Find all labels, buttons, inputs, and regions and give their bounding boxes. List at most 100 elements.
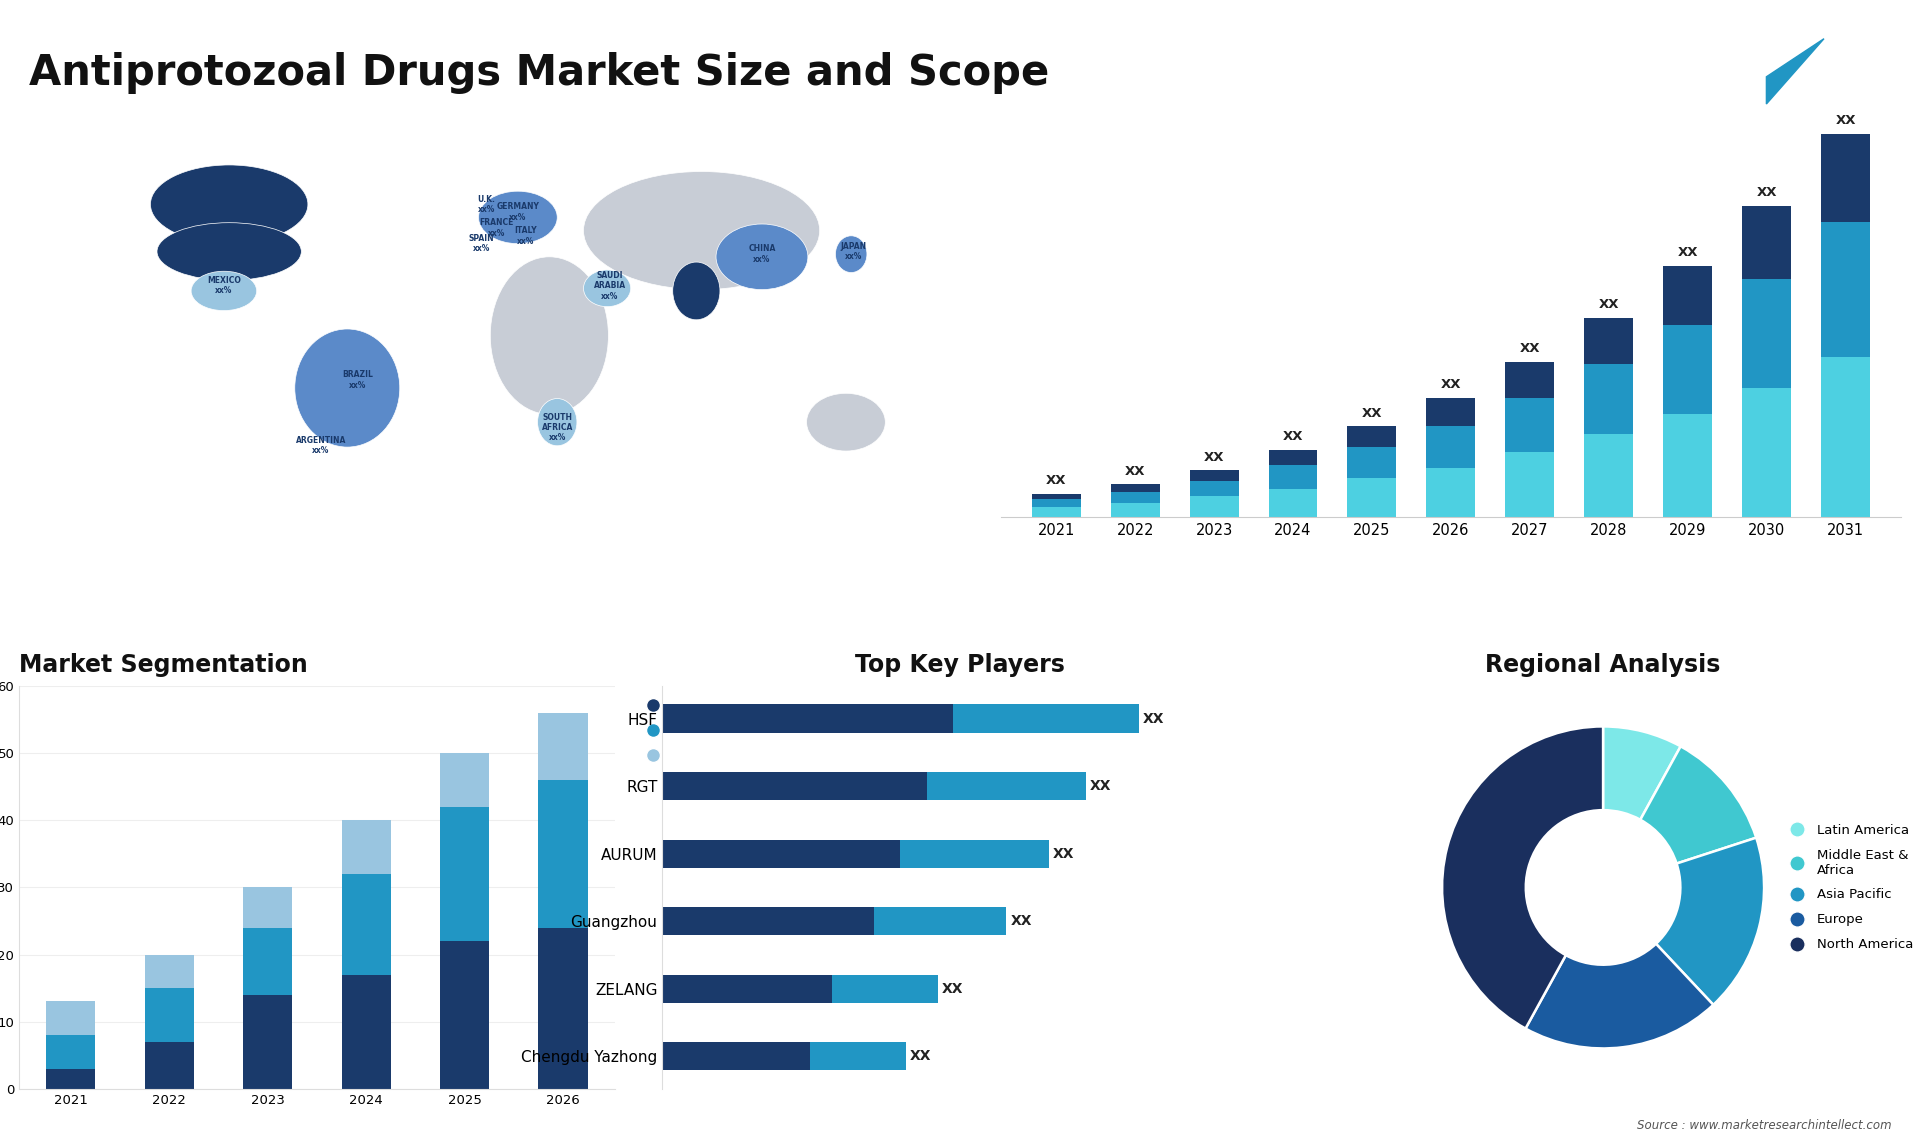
Ellipse shape: [478, 191, 557, 244]
Bar: [1269, 488, 1317, 517]
Text: RESEARCH: RESEARCH: [1839, 64, 1891, 72]
Bar: [144, 988, 194, 1042]
Bar: [1663, 325, 1713, 414]
Bar: [1427, 468, 1475, 517]
Bar: [46, 1068, 96, 1089]
Bar: [538, 780, 588, 928]
Ellipse shape: [296, 329, 399, 447]
Text: XX: XX: [1361, 407, 1382, 419]
Polygon shape: [1636, 39, 1766, 104]
Text: Market Segmentation: Market Segmentation: [19, 653, 307, 677]
Bar: [244, 928, 292, 995]
Wedge shape: [1442, 727, 1603, 1028]
Bar: [1190, 496, 1238, 517]
Bar: [1663, 266, 1713, 325]
Wedge shape: [1640, 746, 1757, 864]
Title: Regional Analysis: Regional Analysis: [1486, 653, 1720, 677]
Ellipse shape: [584, 270, 632, 307]
Bar: [1820, 134, 1870, 222]
Bar: [440, 807, 490, 941]
Bar: [662, 772, 927, 800]
Text: XX: XX: [1125, 464, 1146, 478]
Ellipse shape: [806, 393, 885, 452]
Bar: [1505, 398, 1555, 453]
Text: Source : www.marketresearchintellect.com: Source : www.marketresearchintellect.com: [1636, 1120, 1891, 1132]
Text: BRAZIL
xx%: BRAZIL xx%: [342, 370, 372, 390]
Bar: [1348, 447, 1396, 478]
Bar: [1110, 485, 1160, 493]
Text: XX: XX: [1204, 450, 1225, 464]
Legend: Latin America, Middle East &
Africa, Asia Pacific, Europe, North America: Latin America, Middle East & Africa, Asi…: [1778, 818, 1918, 957]
Text: XX: XX: [941, 982, 964, 996]
Text: CANADA
xx%: CANADA xx%: [211, 173, 248, 193]
Text: ARGENTINA
xx%: ARGENTINA xx%: [296, 437, 346, 455]
Text: U.S.
xx%: U.S. xx%: [221, 229, 238, 249]
Bar: [927, 772, 1085, 800]
Bar: [1427, 398, 1475, 426]
Wedge shape: [1526, 944, 1713, 1049]
Text: XX: XX: [1757, 187, 1776, 199]
Bar: [1269, 449, 1317, 465]
Bar: [46, 1002, 96, 1035]
Ellipse shape: [490, 257, 609, 415]
Text: XX: XX: [1046, 474, 1066, 487]
Bar: [1190, 471, 1238, 481]
Bar: [538, 928, 588, 1089]
Wedge shape: [1655, 838, 1764, 1005]
Bar: [1190, 481, 1238, 496]
Ellipse shape: [672, 262, 720, 320]
Bar: [662, 840, 900, 868]
Text: XX: XX: [1010, 915, 1033, 928]
Bar: [1584, 364, 1634, 434]
Bar: [144, 955, 194, 988]
Bar: [1820, 222, 1870, 356]
Text: XX: XX: [1836, 113, 1857, 127]
Text: SOUTH
AFRICA
xx%: SOUTH AFRICA xx%: [541, 413, 572, 442]
Bar: [440, 941, 490, 1089]
Bar: [1584, 317, 1634, 364]
Text: XX: XX: [1678, 246, 1697, 259]
Wedge shape: [1603, 727, 1680, 819]
Text: XX: XX: [1142, 712, 1164, 725]
Text: INDIA
xx%: INDIA xx%: [687, 281, 710, 300]
Text: XX: XX: [1440, 378, 1461, 391]
Bar: [662, 705, 954, 732]
Bar: [874, 906, 1006, 935]
Bar: [954, 705, 1139, 732]
Bar: [1741, 206, 1791, 278]
Text: SPAIN
xx%: SPAIN xx%: [468, 234, 493, 253]
Bar: [342, 874, 392, 974]
Text: JAPAN
xx%: JAPAN xx%: [841, 242, 866, 261]
Text: CHINA
xx%: CHINA xx%: [749, 244, 776, 264]
Bar: [1031, 499, 1081, 507]
Bar: [1348, 478, 1396, 517]
Bar: [1348, 426, 1396, 447]
Text: SAUDI
ARABIA
xx%: SAUDI ARABIA xx%: [593, 270, 626, 300]
Bar: [831, 974, 937, 1003]
Text: FRANCE
xx%: FRANCE xx%: [480, 218, 515, 237]
Bar: [1584, 434, 1634, 517]
Bar: [662, 974, 831, 1003]
Polygon shape: [1766, 39, 1824, 104]
Bar: [1269, 465, 1317, 488]
Text: U.K.
xx%: U.K. xx%: [478, 195, 495, 214]
Bar: [1663, 414, 1713, 517]
Bar: [1031, 494, 1081, 499]
Bar: [1110, 503, 1160, 517]
Text: GERMANY
xx%: GERMANY xx%: [497, 203, 540, 222]
Legend: Type, Application, Geography: Type, Application, Geography: [634, 693, 756, 769]
Bar: [144, 1042, 194, 1089]
Bar: [1741, 278, 1791, 387]
Bar: [1110, 493, 1160, 503]
Bar: [662, 906, 874, 935]
Text: Antiprotozoal Drugs Market Size and Scope: Antiprotozoal Drugs Market Size and Scop…: [29, 52, 1048, 94]
Bar: [1820, 356, 1870, 517]
Text: INTELLECT: INTELLECT: [1839, 86, 1893, 94]
Bar: [342, 821, 392, 874]
Bar: [440, 753, 490, 807]
Ellipse shape: [584, 172, 820, 290]
Text: ITALY
xx%: ITALY xx%: [515, 226, 538, 245]
Text: XX: XX: [1052, 847, 1075, 861]
Ellipse shape: [192, 272, 257, 311]
Ellipse shape: [835, 236, 868, 273]
